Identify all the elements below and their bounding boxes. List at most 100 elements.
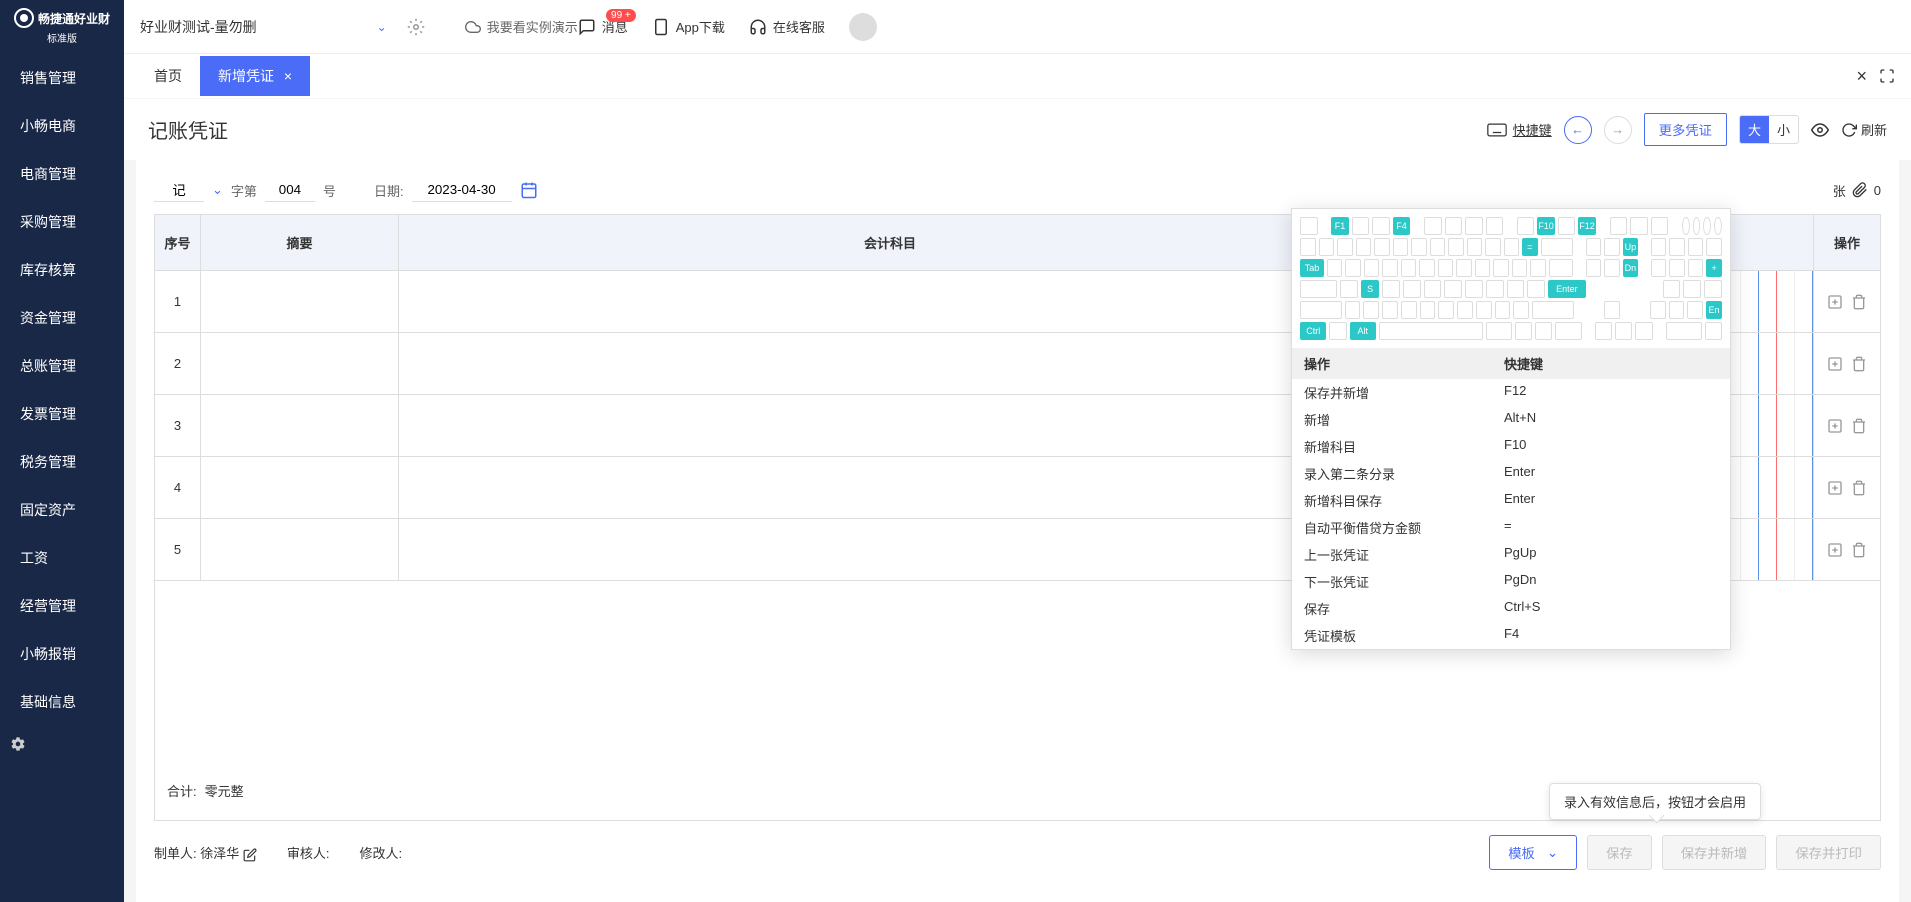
keyboard-visual: F1F4 F10F12 = Up Tab Dn + SEnter: [1292, 209, 1730, 348]
total-text: 零元整: [205, 781, 244, 800]
sidebar-item[interactable]: 电商管理: [0, 150, 124, 198]
keyboard-icon: [1487, 123, 1507, 137]
modifier-label: 修改人:: [360, 843, 403, 862]
add-row-icon[interactable]: [1827, 480, 1843, 496]
row-seq: 1: [155, 271, 201, 332]
delete-row-icon[interactable]: [1851, 356, 1867, 372]
row-account-cell[interactable]: [399, 519, 1382, 580]
row-account-cell[interactable]: [399, 271, 1382, 332]
row-ops: [1814, 457, 1880, 518]
save-print-button: 保存并打印: [1776, 835, 1881, 870]
page-title: 记账凭证: [148, 115, 228, 144]
tab-new-voucher[interactable]: 新增凭证 ×: [200, 56, 310, 96]
demo-text: 我要看实例演示: [487, 17, 578, 36]
close-panel-icon[interactable]: ×: [1856, 66, 1867, 87]
add-row-icon[interactable]: [1827, 542, 1843, 558]
shortcut-table: 操作 快捷键 保存并新增F12新增Alt+N新增科目F10录入第二条分录Ente…: [1292, 348, 1730, 649]
app-download-action[interactable]: App下载: [652, 17, 725, 36]
headset-icon: [749, 18, 767, 36]
size-small-option[interactable]: 小: [1769, 116, 1798, 143]
sidebar-item[interactable]: 小畅电商: [0, 102, 124, 150]
calendar-icon[interactable]: [520, 181, 538, 199]
logo-section: 畅捷通好业财 标准版: [0, 0, 124, 54]
close-icon[interactable]: ×: [284, 68, 292, 84]
row-summary-cell[interactable]: [201, 333, 399, 394]
zi-label: 字第: [231, 181, 257, 200]
row-account-cell[interactable]: [399, 333, 1382, 394]
attachment-icon[interactable]: [1852, 182, 1868, 198]
voucher-type-input[interactable]: [154, 178, 204, 202]
chevron-down-icon[interactable]: ⌄: [212, 182, 223, 198]
tab-home[interactable]: 首页: [136, 56, 200, 96]
eye-icon[interactable]: [1811, 121, 1829, 139]
delete-row-icon[interactable]: [1851, 542, 1867, 558]
delete-row-icon[interactable]: [1851, 480, 1867, 496]
sidebar-item[interactable]: 基础信息: [0, 678, 124, 726]
row-summary-cell[interactable]: [201, 519, 399, 580]
shortcut-row: 自动平衡借贷方金额=: [1292, 514, 1730, 541]
sidebar-item[interactable]: 总账管理: [0, 342, 124, 390]
row-account-cell[interactable]: [399, 457, 1382, 518]
shortcut-table-header: 操作 快捷键: [1292, 348, 1730, 379]
row-ops: [1814, 519, 1880, 580]
sidebar-item[interactable]: 资金管理: [0, 294, 124, 342]
sidebar-item[interactable]: 库存核算: [0, 246, 124, 294]
sidebar-item[interactable]: 税务管理: [0, 438, 124, 486]
sidebar-item[interactable]: 工资: [0, 534, 124, 582]
gear-icon: [10, 736, 26, 752]
header-right: 消息 99 + App下载 在线客服: [578, 13, 877, 41]
sidebar-item[interactable]: 发票管理: [0, 390, 124, 438]
row-account-cell[interactable]: [399, 395, 1382, 456]
sidebar-item[interactable]: 采购管理: [0, 198, 124, 246]
template-button[interactable]: 模板 ⌄: [1489, 835, 1577, 870]
save-new-button: 保存并新增: [1662, 835, 1767, 870]
service-action[interactable]: 在线客服: [749, 17, 825, 36]
sidebar-item[interactable]: 固定资产: [0, 486, 124, 534]
date-input[interactable]: [412, 178, 512, 202]
gear-icon[interactable]: [407, 18, 425, 36]
add-row-icon[interactable]: [1827, 418, 1843, 434]
more-vouchers-button[interactable]: 更多凭证: [1644, 113, 1727, 146]
demo-link[interactable]: 我要看实例演示: [465, 17, 578, 36]
chevron-down-icon: ⌄: [1547, 845, 1558, 861]
service-label: 在线客服: [773, 17, 825, 36]
size-large-option[interactable]: 大: [1740, 116, 1769, 143]
main-content: 首页 新增凭证 × × 记账凭证 快捷键 ← → 更多凭证: [124, 54, 1911, 902]
sidebar-item[interactable]: 小畅报销: [0, 630, 124, 678]
sidebar-settings[interactable]: [0, 726, 124, 762]
top-header: 畅捷通好业财 标准版 好业财测试-量勿删 ⌄ 我要看实例演示 消息 99 + A…: [0, 0, 1911, 54]
prev-voucher-button[interactable]: ←: [1564, 116, 1592, 144]
expand-icon[interactable]: [1879, 68, 1895, 84]
col-ops-header: 操作: [1814, 215, 1880, 270]
delete-row-icon[interactable]: [1851, 418, 1867, 434]
footer-actions: 模板 ⌄ 保存 保存并新增 保存并打印 录入有效信息后，按钮才会启用: [1489, 835, 1881, 870]
shortcut-popup: F1F4 F10F12 = Up Tab Dn + SEnter: [1291, 208, 1731, 650]
shortcut-link[interactable]: 快捷键: [1487, 120, 1552, 139]
shortcut-row: 录入第二条分录Enter: [1292, 460, 1730, 487]
add-row-icon[interactable]: [1827, 294, 1843, 310]
refresh-button[interactable]: 刷新: [1841, 120, 1887, 139]
messages-action[interactable]: 消息 99 +: [578, 17, 628, 36]
auditor-label: 审核人:: [287, 843, 330, 862]
add-row-icon[interactable]: [1827, 356, 1843, 372]
org-dropdown[interactable]: 好业财测试-量勿删 ⌄: [140, 17, 387, 37]
row-seq: 4: [155, 457, 201, 518]
voucher-footer: 制单人: 徐泽华 审核人: 修改人: 模板 ⌄ 保存 保存并新增 保存并打印 录…: [154, 821, 1881, 884]
message-icon: [578, 18, 596, 36]
col-summary-header: 摘要: [201, 215, 399, 270]
next-voucher-button[interactable]: →: [1604, 116, 1632, 144]
voucher-number-input[interactable]: [265, 178, 315, 202]
avatar[interactable]: [849, 13, 877, 41]
row-summary-cell[interactable]: [201, 395, 399, 456]
edit-icon[interactable]: [243, 848, 257, 862]
header-content: 好业财测试-量勿删 ⌄ 我要看实例演示 消息 99 + App下载 在线客服: [124, 13, 1911, 41]
row-ops: [1814, 395, 1880, 456]
sidebar-item[interactable]: 销售管理: [0, 54, 124, 102]
shortcut-row: 保存Ctrl+S: [1292, 595, 1730, 622]
delete-row-icon[interactable]: [1851, 294, 1867, 310]
sidebar-item[interactable]: 经营管理: [0, 582, 124, 630]
save-tooltip: 录入有效信息后，按钮才会启用: [1549, 783, 1761, 820]
row-summary-cell[interactable]: [201, 457, 399, 518]
phone-icon: [652, 18, 670, 36]
row-summary-cell[interactable]: [201, 271, 399, 332]
